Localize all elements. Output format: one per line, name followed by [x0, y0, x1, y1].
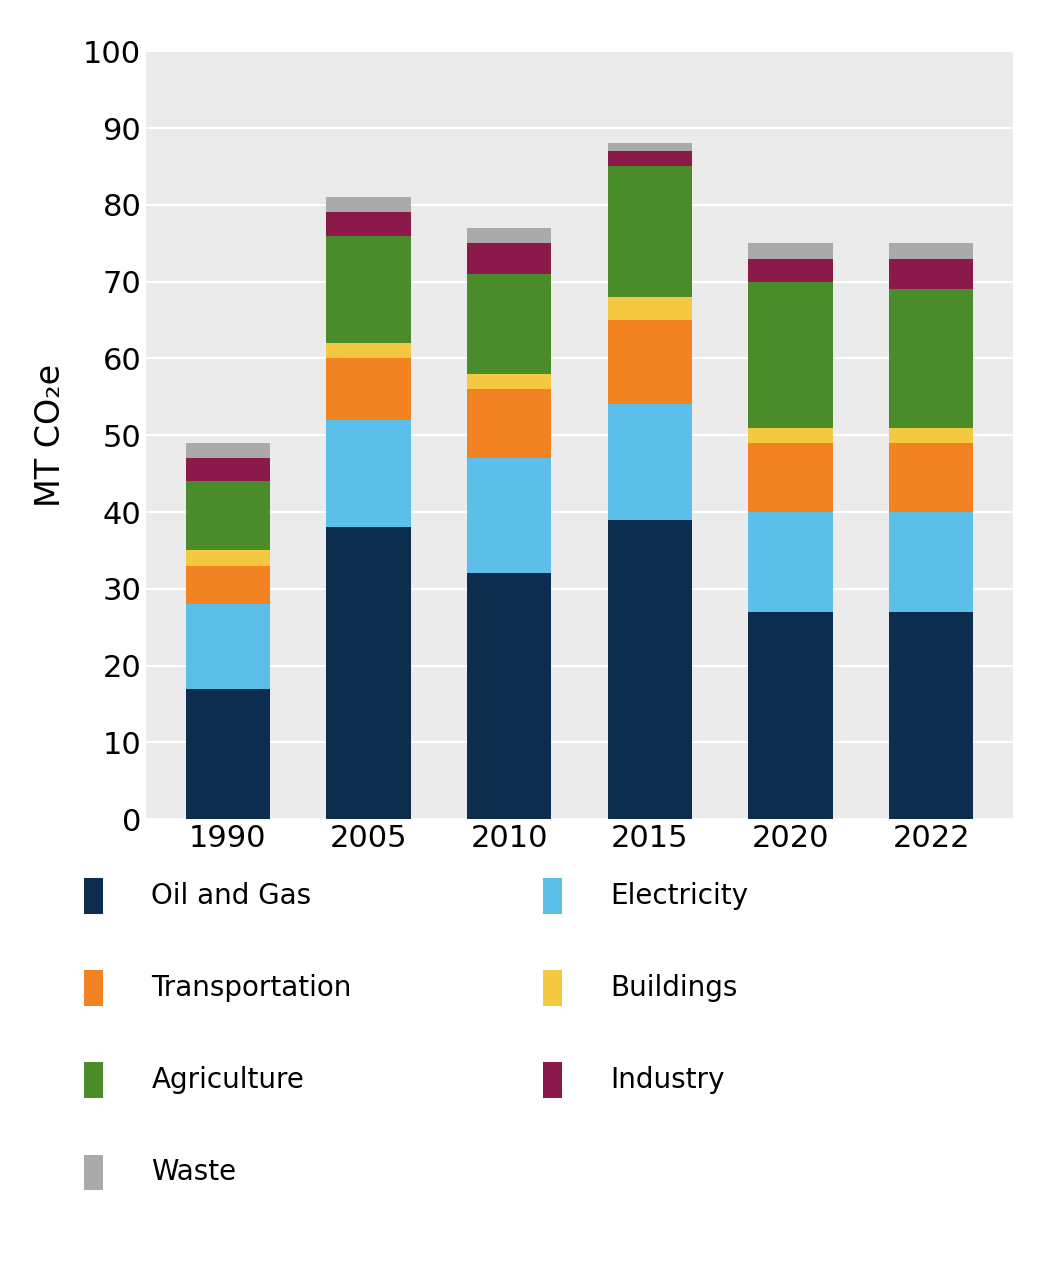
Bar — [326, 358, 410, 420]
Bar — [608, 404, 692, 520]
Bar — [749, 282, 833, 428]
Bar — [888, 259, 973, 289]
Bar — [888, 612, 973, 819]
Y-axis label: MT CO₂e: MT CO₂e — [33, 364, 67, 507]
Bar — [608, 520, 692, 819]
Bar — [467, 243, 551, 274]
Bar — [186, 458, 270, 481]
Bar — [326, 420, 410, 527]
Bar — [186, 443, 270, 458]
Bar — [749, 243, 833, 259]
Bar — [186, 550, 270, 566]
Bar — [608, 166, 692, 297]
Bar — [608, 143, 692, 151]
Bar — [326, 343, 410, 358]
Text: Electricity: Electricity — [611, 882, 749, 910]
Text: Transportation: Transportation — [151, 974, 352, 1002]
Text: Oil and Gas: Oil and Gas — [151, 882, 311, 910]
Bar — [608, 297, 692, 320]
Bar — [467, 458, 551, 573]
Bar — [749, 259, 833, 282]
Bar — [326, 527, 410, 819]
Bar — [467, 573, 551, 819]
Text: Industry: Industry — [611, 1066, 726, 1094]
Bar — [608, 320, 692, 404]
Bar — [749, 612, 833, 819]
Bar — [186, 566, 270, 604]
Bar — [467, 274, 551, 374]
Bar — [888, 443, 973, 512]
Bar — [888, 428, 973, 443]
Bar — [186, 481, 270, 550]
Bar — [326, 236, 410, 343]
Bar — [749, 512, 833, 612]
Bar — [888, 243, 973, 259]
Bar — [326, 197, 410, 212]
Text: Agriculture: Agriculture — [151, 1066, 304, 1094]
Bar — [467, 374, 551, 389]
Bar — [467, 228, 551, 243]
Bar — [467, 389, 551, 458]
Text: Waste: Waste — [151, 1158, 237, 1187]
Bar — [186, 604, 270, 689]
Text: Buildings: Buildings — [611, 974, 738, 1002]
Bar — [888, 289, 973, 428]
Bar — [749, 428, 833, 443]
Bar — [888, 512, 973, 612]
Bar — [186, 689, 270, 819]
Bar — [326, 212, 410, 236]
Bar — [749, 443, 833, 512]
Bar — [608, 151, 692, 166]
